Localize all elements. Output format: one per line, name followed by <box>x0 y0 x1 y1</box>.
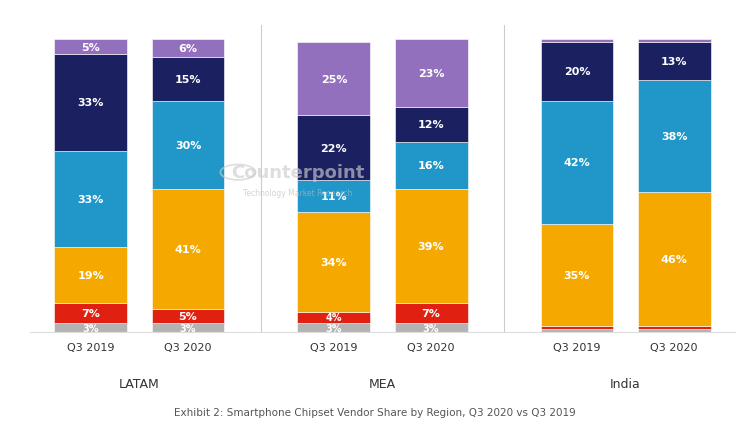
Bar <box>541 101 614 224</box>
Text: India: India <box>610 377 641 390</box>
Bar <box>152 40 224 58</box>
Bar <box>298 116 370 180</box>
Text: 3%: 3% <box>82 323 99 333</box>
Bar <box>394 189 467 303</box>
Bar <box>394 303 467 323</box>
Text: 6%: 6% <box>178 44 197 54</box>
Text: 12%: 12% <box>418 120 445 130</box>
Bar <box>298 180 370 213</box>
Bar <box>54 151 128 248</box>
Bar <box>638 192 711 326</box>
Bar <box>541 40 614 43</box>
Text: 3%: 3% <box>423 323 439 333</box>
Bar <box>54 40 128 55</box>
Text: 4%: 4% <box>326 313 342 322</box>
Text: 11%: 11% <box>320 191 347 201</box>
Bar <box>638 43 711 81</box>
Text: 41%: 41% <box>175 244 202 254</box>
Bar <box>638 40 711 43</box>
Bar <box>394 40 467 107</box>
Text: 33%: 33% <box>77 98 104 108</box>
Text: Exhibit 2: Smartphone Chipset Vendor Share by Region, Q3 2020 vs Q3 2019: Exhibit 2: Smartphone Chipset Vendor Sha… <box>174 408 576 417</box>
Bar <box>298 43 370 116</box>
Text: 25%: 25% <box>321 75 347 85</box>
Text: 39%: 39% <box>418 241 445 251</box>
Bar <box>152 101 224 189</box>
Text: 46%: 46% <box>661 254 688 264</box>
Text: Counterpoint: Counterpoint <box>231 164 364 182</box>
Text: 7%: 7% <box>422 308 440 318</box>
Bar <box>152 309 224 323</box>
Bar <box>152 323 224 332</box>
Text: 19%: 19% <box>77 271 104 280</box>
Text: 35%: 35% <box>564 271 590 280</box>
Bar <box>638 81 711 192</box>
Bar <box>152 58 224 101</box>
Bar <box>298 323 370 332</box>
Text: 5%: 5% <box>82 43 100 52</box>
Text: 13%: 13% <box>661 57 688 67</box>
Text: 20%: 20% <box>564 67 590 77</box>
Bar <box>394 107 467 142</box>
Bar <box>394 142 467 189</box>
Text: MEA: MEA <box>369 377 396 390</box>
Text: 33%: 33% <box>77 194 104 204</box>
Bar <box>54 248 128 303</box>
Text: 34%: 34% <box>320 257 347 267</box>
Bar <box>394 323 467 332</box>
Text: 3%: 3% <box>180 323 196 333</box>
Text: 3%: 3% <box>326 323 342 333</box>
Bar <box>54 303 128 323</box>
Bar <box>541 43 614 101</box>
Text: 16%: 16% <box>418 161 445 171</box>
Bar <box>298 213 370 312</box>
Text: 42%: 42% <box>563 158 590 168</box>
Bar <box>638 326 711 329</box>
Bar <box>541 224 614 326</box>
Text: 15%: 15% <box>175 75 201 85</box>
Text: 23%: 23% <box>418 69 444 79</box>
Text: 5%: 5% <box>178 311 197 321</box>
Text: 22%: 22% <box>320 143 347 153</box>
Bar <box>298 312 370 323</box>
Text: 38%: 38% <box>661 132 688 141</box>
Bar <box>638 329 711 332</box>
Text: 30%: 30% <box>175 140 201 150</box>
Bar <box>541 326 614 329</box>
Bar <box>54 55 128 151</box>
Bar <box>152 189 224 309</box>
Text: Technology Market Research: Technology Market Research <box>243 188 352 197</box>
Bar <box>541 329 614 332</box>
Text: LATAM: LATAM <box>119 377 160 390</box>
Bar <box>54 323 128 332</box>
Text: 7%: 7% <box>81 308 100 318</box>
